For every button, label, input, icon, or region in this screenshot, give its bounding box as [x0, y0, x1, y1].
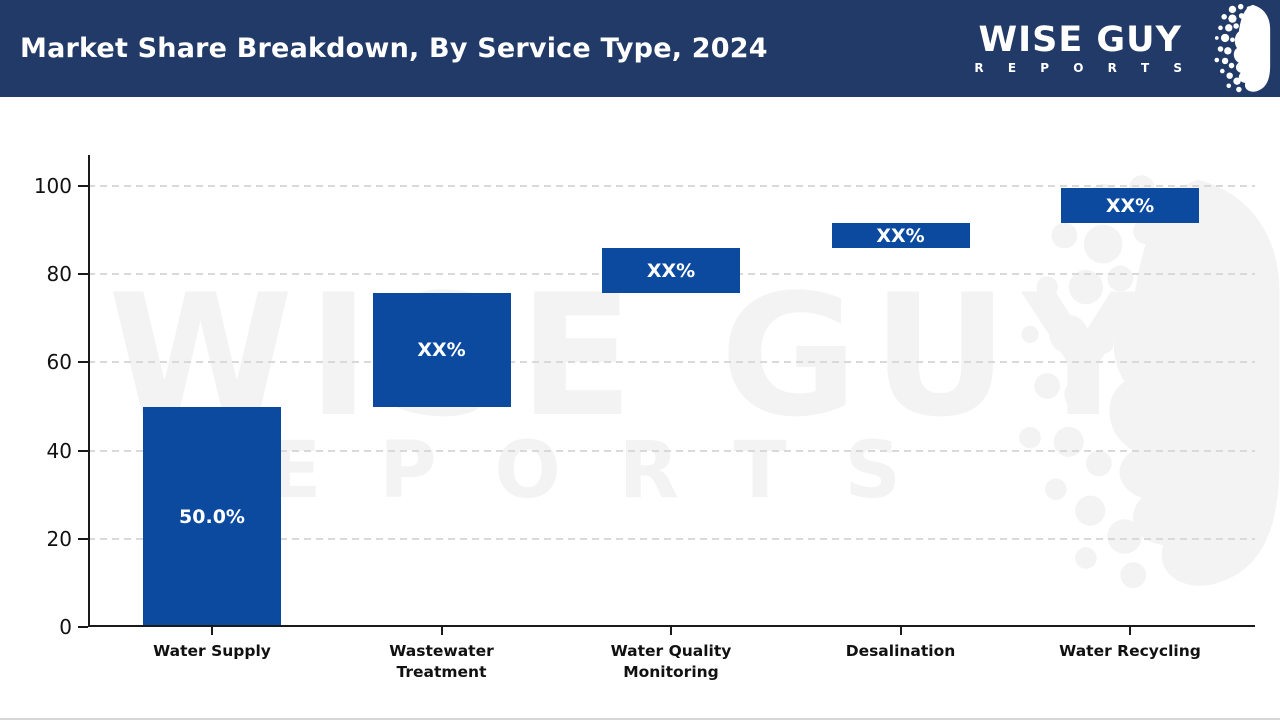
- gridline-y-100: [88, 185, 1255, 187]
- bar-water-supply: 50.0%: [143, 406, 281, 627]
- bar-water-recycling: XX%: [1061, 188, 1199, 224]
- bar-water-quality-monitoring: XX%: [602, 248, 740, 294]
- y-tick-label: 40: [46, 438, 72, 463]
- logo-subtitle: R E P O R T S: [974, 60, 1192, 75]
- gridline-y-60: [88, 361, 1255, 364]
- bar-value-label: XX%: [646, 259, 696, 282]
- y-tickmark-60: [78, 361, 88, 364]
- logo-wordmark: WISE GUY: [978, 19, 1182, 60]
- y-tick-label: 100: [33, 174, 72, 198]
- waterfall-chart: 0 20 40 60 80 100 50.0% Water Supply XX% Wastewat…: [34, 155, 1255, 681]
- x-tick-label: Water Recycling: [1059, 642, 1201, 660]
- logo-face-icon: [1214, 3, 1271, 92]
- x-tickmark: [1129, 627, 1131, 635]
- x-tick-label: Desalination: [845, 642, 956, 660]
- y-tickmark-40: [78, 449, 88, 452]
- logo-text: WISE GUY R E P O R T S: [968, 19, 1192, 75]
- x-tick-label: Water Quality Monitoring: [610, 642, 732, 681]
- y-tick-label: 0: [59, 615, 72, 639]
- x-tickmark: [899, 627, 902, 635]
- y-tickmark-20: [78, 537, 88, 540]
- y-tick-label: 20: [46, 526, 72, 551]
- y-tickmark-0: [78, 626, 88, 628]
- gridline-y-40: [88, 449, 1255, 452]
- y-tick-label: 60: [46, 350, 72, 375]
- y-tickmark-100: [78, 185, 88, 187]
- gridline-y-20: [88, 537, 1255, 540]
- page-title: Market Share Breakdown, By Service Type,…: [20, 33, 768, 64]
- header-bar: Market Share Breakdown, By Service Type,…: [0, 0, 1280, 97]
- y-axis-line: [88, 155, 90, 627]
- x-axis-line: [88, 625, 1255, 627]
- bar-wastewater-treatment: XX%: [372, 293, 511, 407]
- x-tick-label: Wastewater Treatment: [389, 642, 494, 681]
- y-tick-label: 80: [46, 262, 72, 287]
- x-tick-label: Water Supply: [153, 642, 271, 660]
- x-tickmark: [670, 627, 672, 635]
- x-tickmark: [211, 627, 213, 635]
- bar-value-label: XX%: [876, 224, 925, 247]
- bar-value-label: XX%: [1105, 194, 1155, 217]
- wise-guy-logo: WISE GUY R E P O R T S: [968, 0, 1274, 97]
- x-tickmark: [440, 627, 443, 635]
- bar-value-label: 50.0%: [179, 505, 245, 528]
- bottom-divider: [0, 718, 1280, 720]
- bar-desalination: XX%: [831, 223, 970, 249]
- bar-value-label: XX%: [417, 338, 466, 361]
- y-tickmark-80: [78, 273, 88, 276]
